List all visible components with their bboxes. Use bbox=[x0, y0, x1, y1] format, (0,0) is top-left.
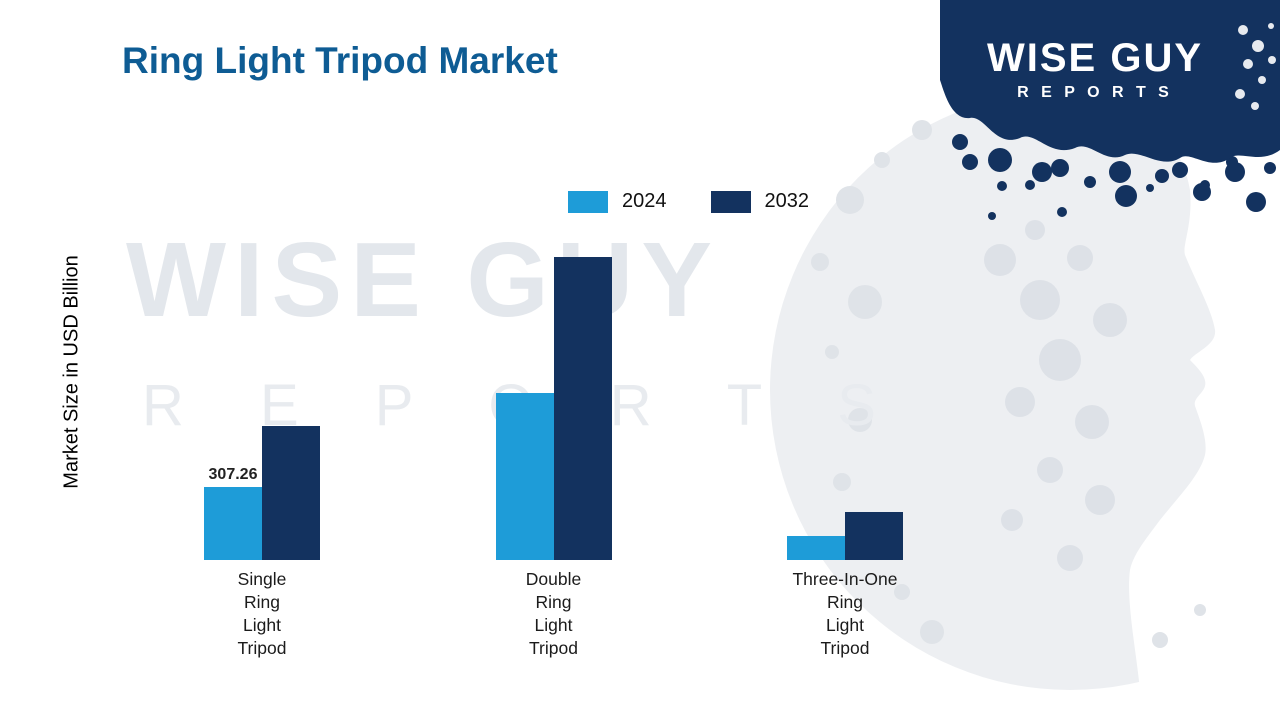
y-axis-label: Market Size in USD Billion bbox=[60, 255, 83, 489]
bar-2024-single-ring-light-tripod: 307.26 bbox=[204, 466, 262, 560]
bar-2024-three-in-one-ring-light-tripod bbox=[787, 536, 845, 560]
bar-2032-single-ring-light-tripod bbox=[262, 426, 320, 560]
bar-2032-three-in-one-ring-light-tripod bbox=[845, 512, 903, 560]
bar-group: Three-In-One Ring Light Tripod bbox=[787, 250, 903, 658]
legend-swatch-2024 bbox=[568, 190, 608, 213]
legend-label-2032: 2032 bbox=[764, 190, 810, 212]
logo-wordmark: WISE GUY bbox=[986, 36, 1204, 80]
category-label: Single Ring Light Tripod bbox=[237, 569, 287, 658]
legend-label-2024: 2024 bbox=[622, 190, 667, 212]
category-label: Double Ring Light Tripod bbox=[525, 569, 582, 658]
legend-item-2024: 2024 bbox=[568, 190, 667, 213]
watermark-wise-guy: WISE GUY bbox=[126, 221, 721, 339]
bar-plot: 307.26 Single Ring Light Tripod Double Ring Lig… bbox=[204, 250, 903, 658]
value-label: 307.26 bbox=[208, 466, 258, 483]
legend-item-2032: 2032 bbox=[710, 190, 810, 213]
bar-2024-double-ring-light-tripod bbox=[495, 393, 554, 560]
bar-2032-double-ring-light-tripod bbox=[553, 257, 612, 560]
logo-blob-graphic bbox=[940, 0, 1280, 192]
bar-group: 307.26 Single Ring Light Tripod bbox=[204, 250, 320, 658]
bar-group: Double Ring Light Tripod bbox=[495, 250, 612, 658]
legend: 2024 2032 bbox=[568, 190, 809, 213]
logo-subtitle: R E P O R T S bbox=[1017, 84, 1173, 101]
page-title: Ring Light Tripod Market bbox=[122, 40, 558, 81]
category-label: Three-In-One Ring Light Tripod bbox=[792, 569, 898, 658]
wise-guy-reports-logo: WISE GUY R E P O R T S bbox=[940, 0, 1280, 200]
legend-swatch-2032 bbox=[710, 190, 751, 213]
